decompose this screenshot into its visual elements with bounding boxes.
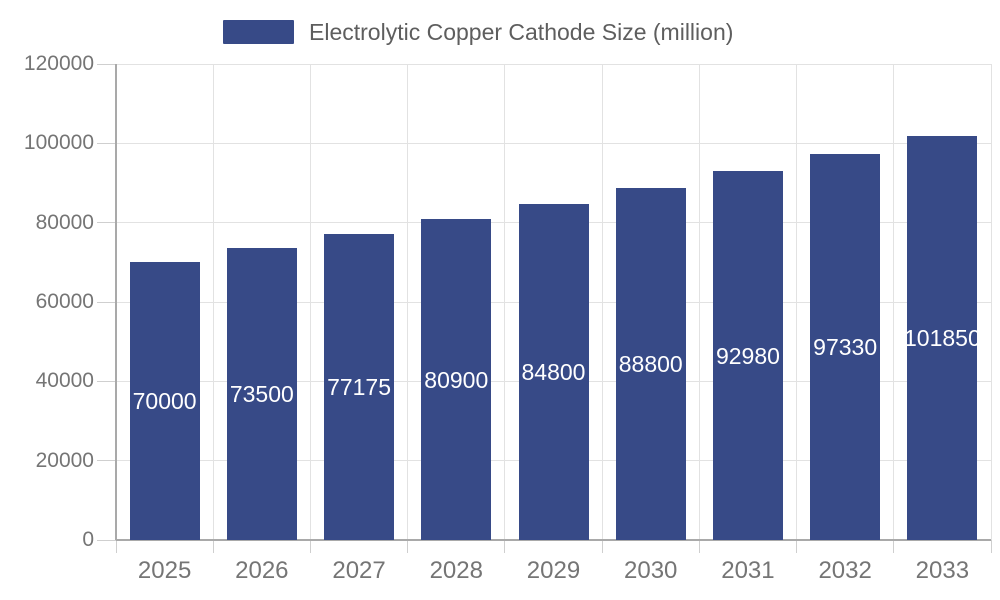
bar[interactable] <box>421 219 492 540</box>
y-axis-tick <box>97 63 116 65</box>
gridline-vertical <box>407 64 409 540</box>
bar-value-label: 88800 <box>618 350 683 377</box>
x-axis-tick <box>407 540 409 553</box>
y-axis-tick <box>97 380 116 382</box>
gridline-horizontal <box>116 63 991 65</box>
x-axis-tick <box>601 540 603 553</box>
x-tick-label: 2027 <box>332 557 386 584</box>
y-tick-label: 80000 <box>35 210 94 234</box>
x-axis-tick <box>893 540 895 553</box>
x-axis-tick <box>796 540 798 553</box>
x-tick-label: 2033 <box>915 557 970 584</box>
bar-value-label: 80900 <box>424 366 489 393</box>
gridline-vertical <box>212 64 214 540</box>
gridline-vertical <box>893 64 895 540</box>
bar[interactable] <box>226 248 297 540</box>
bar[interactable] <box>712 171 783 540</box>
y-axis-tick <box>97 222 116 224</box>
legend-label: Electrolytic Copper Cathode Size (millio… <box>309 18 734 45</box>
gridline-vertical <box>796 64 798 540</box>
x-tick-label: 2025 <box>137 557 192 584</box>
y-tick-label: 100000 <box>23 131 94 155</box>
x-axis-tick <box>504 540 506 553</box>
bar[interactable] <box>615 187 686 540</box>
legend-swatch <box>223 20 294 44</box>
legend-item[interactable]: Electrolytic Copper Cathode Size (millio… <box>223 18 733 46</box>
x-axis-tick <box>309 540 311 553</box>
bar[interactable] <box>129 262 200 540</box>
gridline-vertical <box>698 64 700 540</box>
bar-value-label: 70000 <box>132 388 197 415</box>
x-tick-label: 2028 <box>429 557 483 584</box>
y-tick-label: 120000 <box>23 52 94 75</box>
y-tick-label: 40000 <box>35 369 94 393</box>
x-tick-label: 2026 <box>235 557 289 584</box>
gridline-vertical <box>990 64 992 540</box>
bar[interactable] <box>810 153 881 540</box>
y-axis-tick <box>97 301 116 303</box>
x-tick-label: 2029 <box>526 557 581 584</box>
gridline-vertical <box>601 64 603 540</box>
gridline-vertical <box>504 64 506 540</box>
y-axis-tick <box>97 142 116 144</box>
bar-value-label: 73500 <box>229 381 294 408</box>
gridline-vertical <box>309 64 311 540</box>
gridline-horizontal <box>116 142 991 144</box>
x-axis-tick <box>115 540 117 553</box>
y-tick-label: 20000 <box>35 448 94 472</box>
y-tick-label: 0 <box>82 528 94 551</box>
x-axis-line <box>116 539 991 541</box>
y-axis-tick <box>97 539 116 541</box>
bar-value-label: 92980 <box>715 342 780 369</box>
y-tick-label: 60000 <box>35 290 94 313</box>
bar[interactable] <box>907 135 978 540</box>
x-axis-tick <box>698 540 700 553</box>
y-axis-line <box>115 64 117 540</box>
bar[interactable] <box>324 233 395 540</box>
bar-value-label: 97330 <box>813 333 878 360</box>
bar-value-label: 84800 <box>521 358 586 385</box>
bar-value-label: 77175 <box>327 373 392 400</box>
x-axis-tick <box>212 540 214 553</box>
bar[interactable] <box>518 203 589 540</box>
bar-value-label: 101850 <box>904 324 981 351</box>
y-axis-tick <box>97 460 116 462</box>
x-tick-label: 2031 <box>721 557 775 584</box>
x-tick-label: 2032 <box>818 557 872 584</box>
x-tick-label: 2030 <box>624 557 678 584</box>
x-axis-tick <box>990 540 992 553</box>
